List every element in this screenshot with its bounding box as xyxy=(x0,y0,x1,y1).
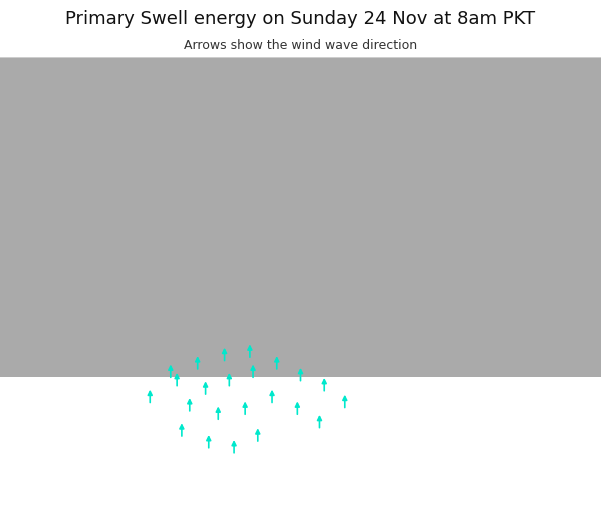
Text: Arrows show the wind wave direction: Arrows show the wind wave direction xyxy=(184,39,417,52)
Bar xyxy=(0,58,601,377)
Text: Primary Swell energy on Sunday 24 Nov at 8am PKT: Primary Swell energy on Sunday 24 Nov at… xyxy=(66,10,535,28)
